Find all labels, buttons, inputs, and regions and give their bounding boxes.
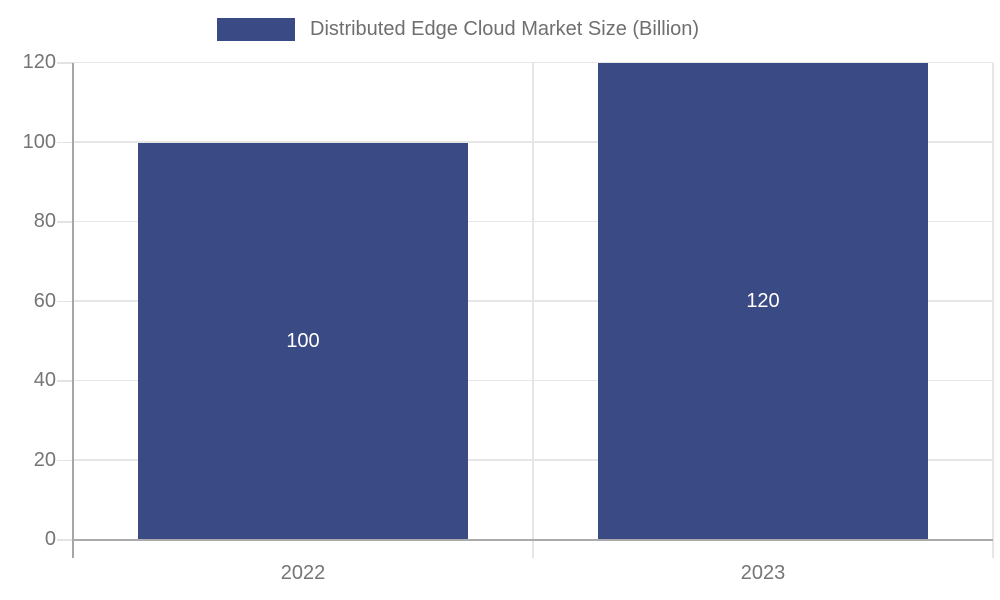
x-tick-label: 2022 (280, 562, 326, 584)
y-tick (57, 539, 73, 541)
category-boundary-line (532, 63, 534, 558)
y-tick-label: 0 (44, 528, 56, 551)
bar: 100 (138, 142, 468, 540)
y-tick (57, 141, 73, 144)
bar-value-label: 120 (746, 290, 780, 312)
y-tick (57, 221, 73, 223)
y-tick-label: 100 (22, 130, 56, 153)
y-tick-label: 20 (33, 448, 56, 471)
x-axis-baseline (73, 539, 993, 541)
y-tick (57, 300, 73, 303)
y-tick-label: 60 (33, 289, 56, 312)
y-tick-label: 120 (22, 51, 56, 74)
y-tick (57, 459, 73, 462)
y-axis-line (72, 63, 74, 558)
plot-area: 100 120 (73, 61, 993, 540)
bar-value-label: 100 (286, 329, 320, 352)
gridline (73, 61, 993, 63)
y-tick-label: 40 (33, 369, 56, 392)
chart-legend: Distributed Edge Cloud Market Size (Bill… (217, 18, 699, 41)
y-tick-label: 80 (33, 210, 56, 233)
legend-label: Distributed Edge Cloud Market Size (Bill… (310, 18, 700, 40)
y-tick (57, 380, 73, 382)
legend-swatch (217, 18, 295, 41)
bar: 120 (598, 63, 928, 540)
y-tick (57, 62, 73, 64)
category-boundary-line (992, 63, 994, 558)
x-tick-label: 2023 (740, 562, 786, 584)
